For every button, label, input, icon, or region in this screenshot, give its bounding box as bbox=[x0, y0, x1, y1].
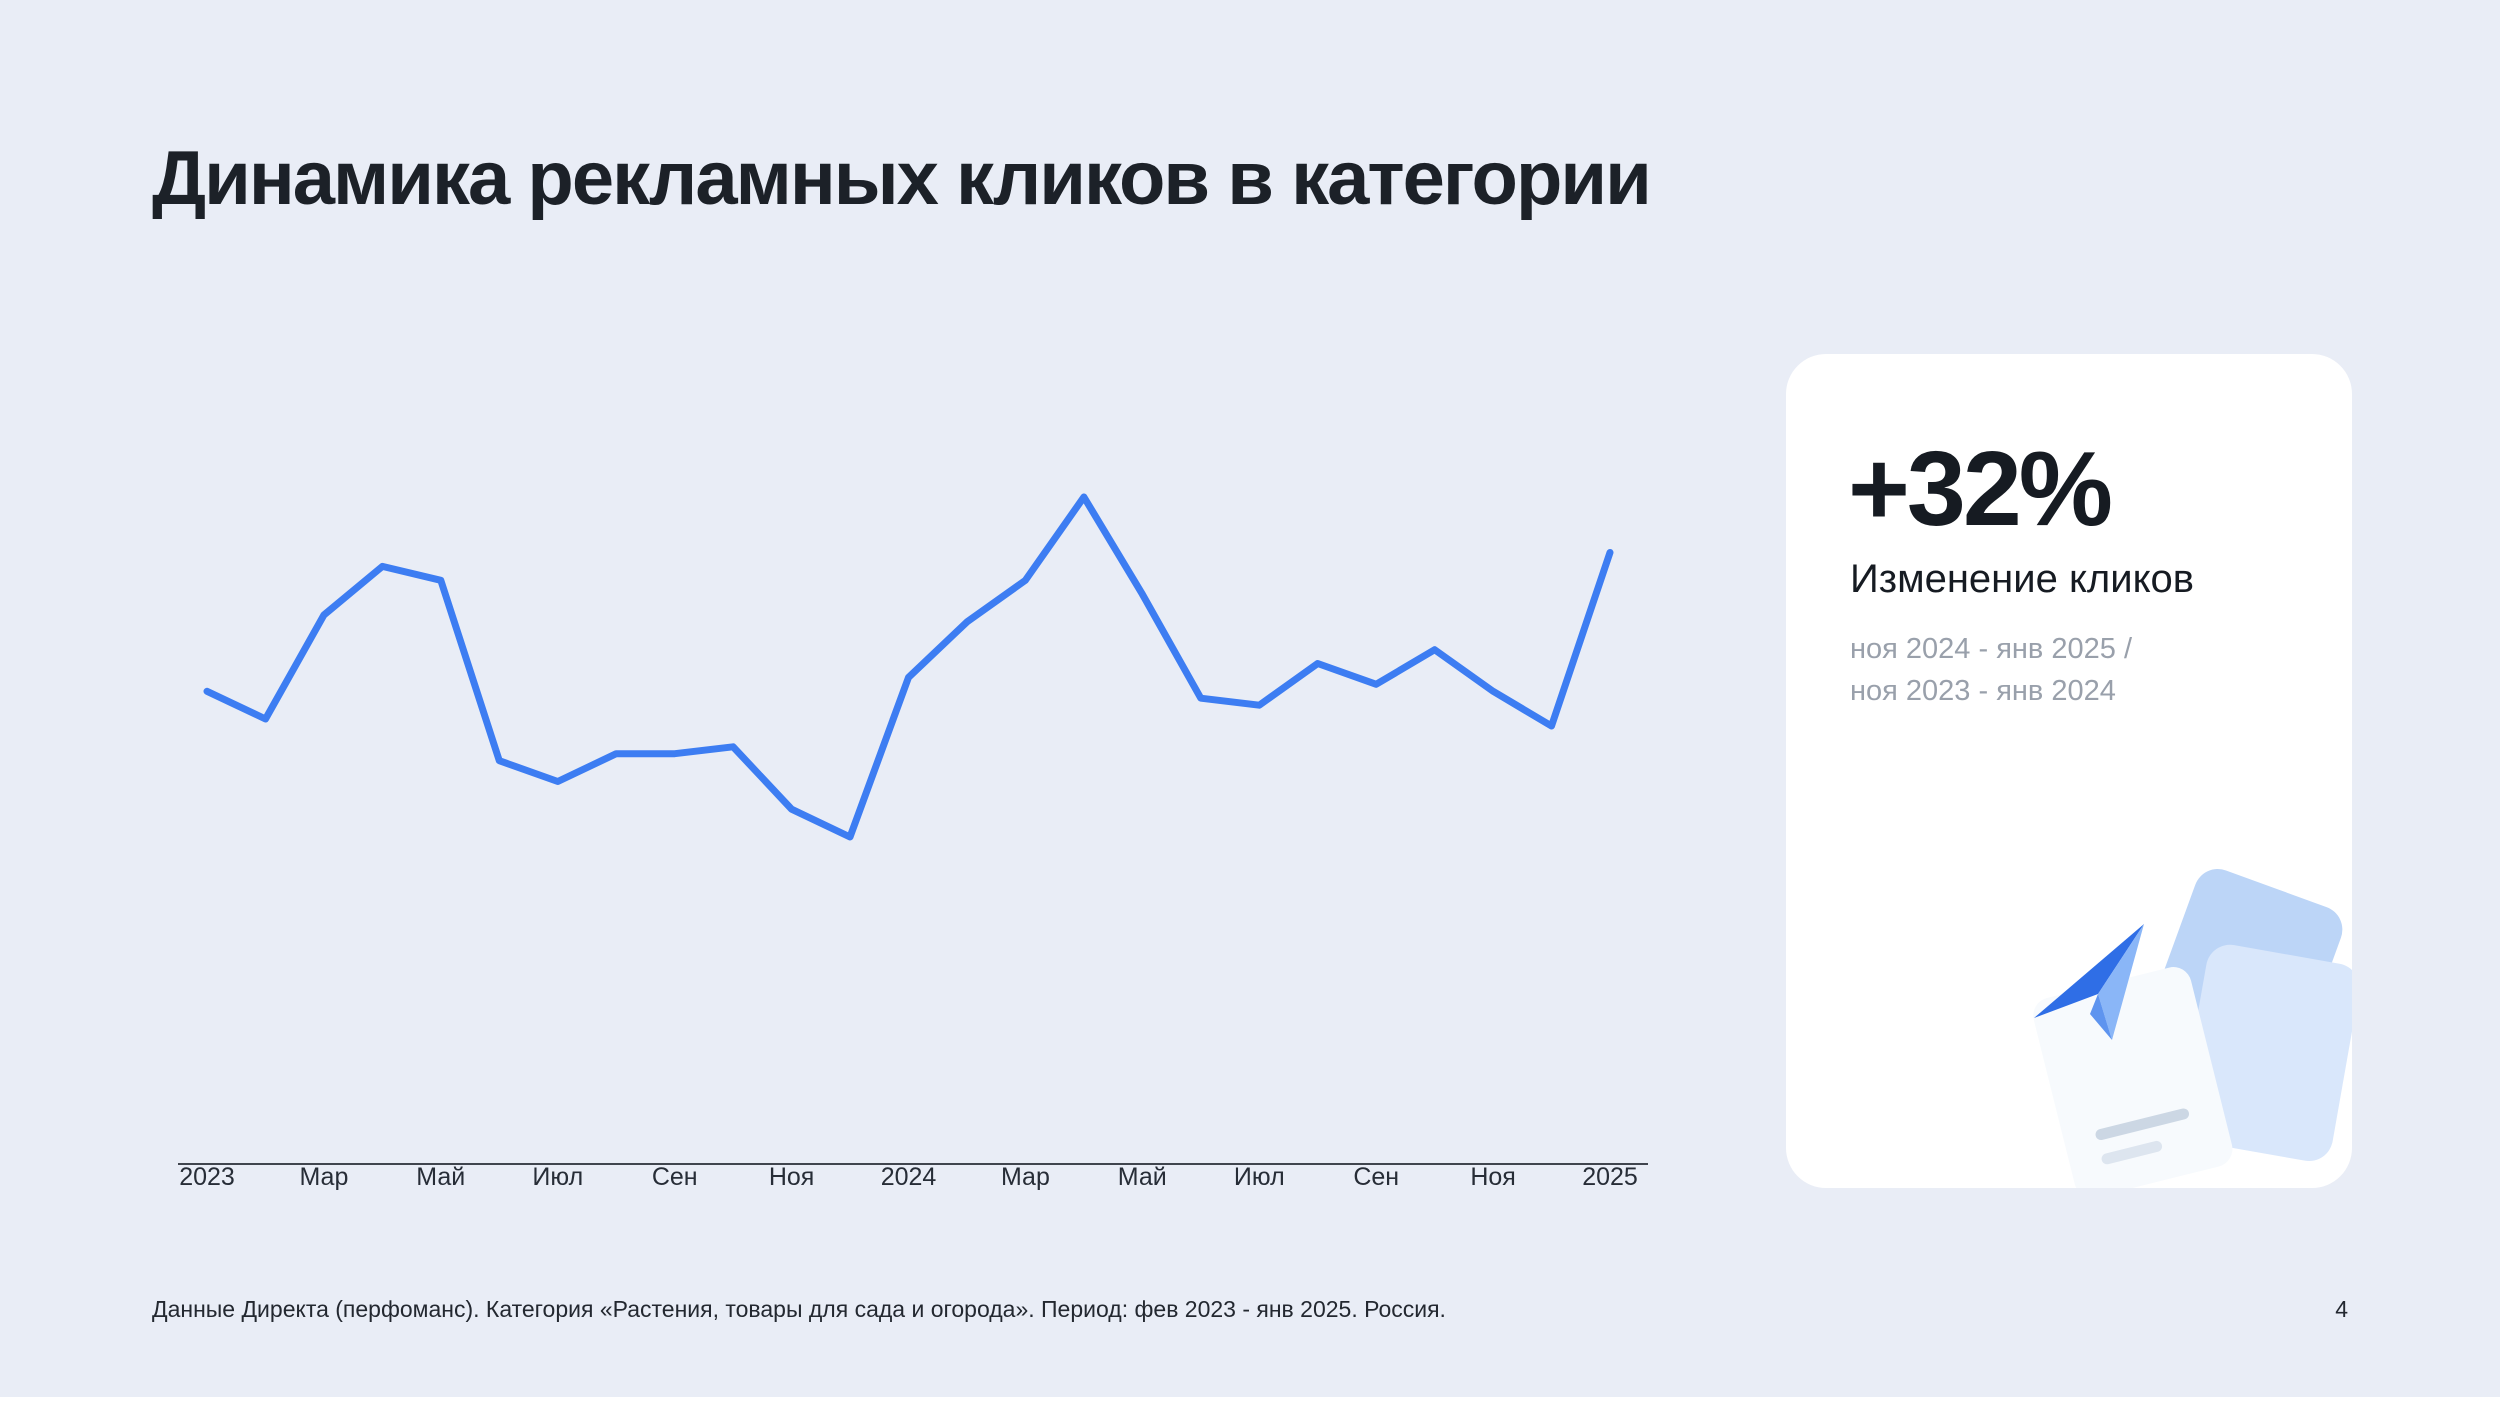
stat-period-line2: ноя 2023 - янв 2024 bbox=[1850, 675, 2116, 708]
stat-period: ноя 2024 - янв 2025 / ноя 2023 - янв 202… bbox=[1850, 628, 2352, 712]
folder-front-icon bbox=[2179, 944, 2352, 1162]
x-tick-label: Июл bbox=[1234, 1163, 1285, 1191]
clicks-series-line bbox=[203, 493, 1614, 841]
clicks-line-chart: 2023 Мар Май Июл Сен Ноя 2024 Мар Май Июл Сен Ноя 20… bbox=[170, 440, 1680, 1220]
page-title: Динамика рекламных кликов в категории bbox=[152, 135, 1652, 221]
folders-illustration bbox=[2033, 869, 2352, 1188]
stat-label: Изменение кликов bbox=[1850, 557, 2195, 602]
stat-period-line1: ноя 2024 - янв 2025 / bbox=[1850, 633, 2132, 666]
x-tick-label: Май bbox=[416, 1163, 465, 1191]
x-tick-label: Мар bbox=[1001, 1163, 1050, 1191]
page-number: 4 bbox=[2335, 1296, 2348, 1322]
x-tick-label: Ноя bbox=[1470, 1163, 1516, 1191]
x-tick-label: Мар bbox=[299, 1163, 348, 1191]
x-tick-label: 2023 bbox=[179, 1163, 235, 1191]
x-tick-label: Июл bbox=[532, 1163, 583, 1191]
x-tick-label: Май bbox=[1118, 1163, 1167, 1191]
x-tick-label: Ноя bbox=[769, 1163, 815, 1191]
x-tick-label: 2025 bbox=[1582, 1163, 1638, 1191]
x-tick-label: Сен bbox=[652, 1163, 698, 1191]
paper-plane-icon bbox=[2034, 924, 2144, 1040]
footnote: Данные Директа (перфоманс). Категория «Р… bbox=[152, 1296, 1446, 1322]
bottom-divider bbox=[0, 1397, 2500, 1406]
x-tick-label: Сен bbox=[1353, 1163, 1399, 1191]
line-chart-svg: 2023 Мар Май Июл Сен Ноя 2024 Мар Май Июл Сен Ноя 20… bbox=[178, 493, 1648, 1191]
x-tick-label: 2024 bbox=[881, 1163, 937, 1191]
stat-value: +32% bbox=[1848, 430, 2113, 548]
document-icon bbox=[2033, 967, 2233, 1188]
stat-card: +32% Изменение кликов ноя 2024 - янв 202… bbox=[1786, 354, 2352, 1188]
